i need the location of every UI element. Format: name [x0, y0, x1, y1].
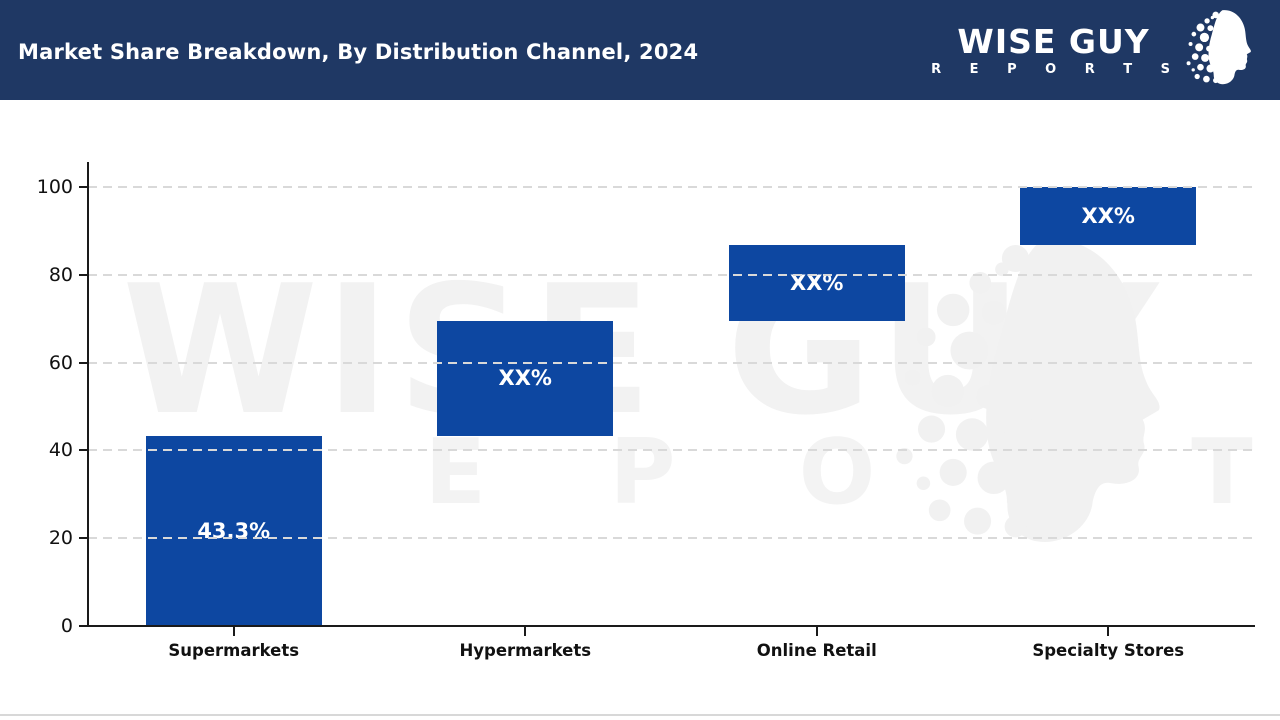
- y-tick-label-80: 80: [48, 263, 73, 286]
- dotted-head-profile-icon: [1186, 10, 1251, 85]
- y-tick-label-20: 20: [48, 527, 73, 550]
- wise-guy-reports-logo: WISE GUY R E P O R T S: [925, 7, 1258, 93]
- x-tick-mark: [232, 627, 235, 636]
- gridline-y-60: [88, 361, 1254, 364]
- x-tick-mark: [524, 627, 527, 636]
- bar-specialty-stores[interactable]: XX%: [1020, 187, 1197, 246]
- logo-wordmark: WISE GUY: [957, 21, 1150, 61]
- chart-title: Market Share Breakdown, By Distribution …: [18, 40, 699, 64]
- logo-reports-text: R E P O R T S: [931, 61, 1182, 77]
- y-tick-mark: [79, 273, 88, 276]
- y-tick-mark: [79, 537, 88, 540]
- bar-value-label-supermarkets: 43.3%: [197, 518, 271, 543]
- x-tick-mark: [815, 627, 818, 636]
- bar-supermarkets[interactable]: 43.3%: [145, 435, 322, 626]
- y-tick-label-100: 100: [36, 176, 73, 198]
- y-tick-label-0: 0: [60, 615, 73, 637]
- x-axis-line: [87, 625, 1255, 627]
- gridline-y-20: [88, 537, 1254, 540]
- gridline-y-80: [88, 273, 1254, 276]
- bar-online-retail[interactable]: XX%: [728, 245, 905, 321]
- y-tick-label-40: 40: [48, 439, 73, 462]
- x-tick-label-online-retail: Online Retail: [756, 641, 877, 660]
- y-tick-mark: [79, 186, 88, 188]
- bar-hypermarkets[interactable]: XX%: [437, 320, 614, 436]
- y-tick-mark: [79, 449, 88, 452]
- x-tick-mark: [1107, 627, 1110, 636]
- x-tick-label-hypermarkets: Hypermarkets: [459, 641, 592, 660]
- x-tick-label-specialty-stores: Specialty Stores: [1032, 641, 1185, 660]
- bar-value-label-specialty-stores: XX%: [1081, 204, 1135, 229]
- bar-value-label-hypermarkets: XX%: [498, 366, 552, 391]
- header-banner: Market Share Breakdown, By Distribution …: [0, 0, 1280, 100]
- gridline-y-40: [88, 449, 1254, 452]
- y-tick-mark: [79, 625, 88, 627]
- x-tick-label-supermarkets: Supermarkets: [168, 641, 300, 660]
- y-tick-mark: [79, 361, 88, 364]
- y-tick-label-60: 60: [48, 351, 73, 374]
- bottom-divider: [0, 714, 1280, 716]
- y-axis-line: [87, 162, 89, 627]
- gridline-y-100: [88, 186, 1254, 188]
